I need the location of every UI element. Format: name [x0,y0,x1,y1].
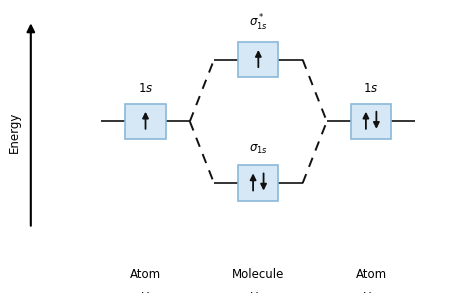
Text: $\sigma_{1s}$: $\sigma_{1s}$ [249,143,268,156]
Text: H: H [141,291,150,293]
FancyBboxPatch shape [238,42,279,77]
FancyBboxPatch shape [351,104,391,139]
Text: Atom: Atom [130,268,161,281]
Text: Energy: Energy [8,111,21,153]
Text: Atom: Atom [356,268,387,281]
FancyBboxPatch shape [125,104,166,139]
Text: $1s$: $1s$ [138,81,153,95]
FancyBboxPatch shape [238,166,279,201]
Text: H$^-$: H$^-$ [362,291,381,293]
Text: Molecule: Molecule [232,268,284,281]
Text: $\sigma_{1s}^*$: $\sigma_{1s}^*$ [249,13,268,33]
Text: H$_2^-$: H$_2^-$ [249,291,268,293]
Text: $1s$: $1s$ [364,81,379,95]
